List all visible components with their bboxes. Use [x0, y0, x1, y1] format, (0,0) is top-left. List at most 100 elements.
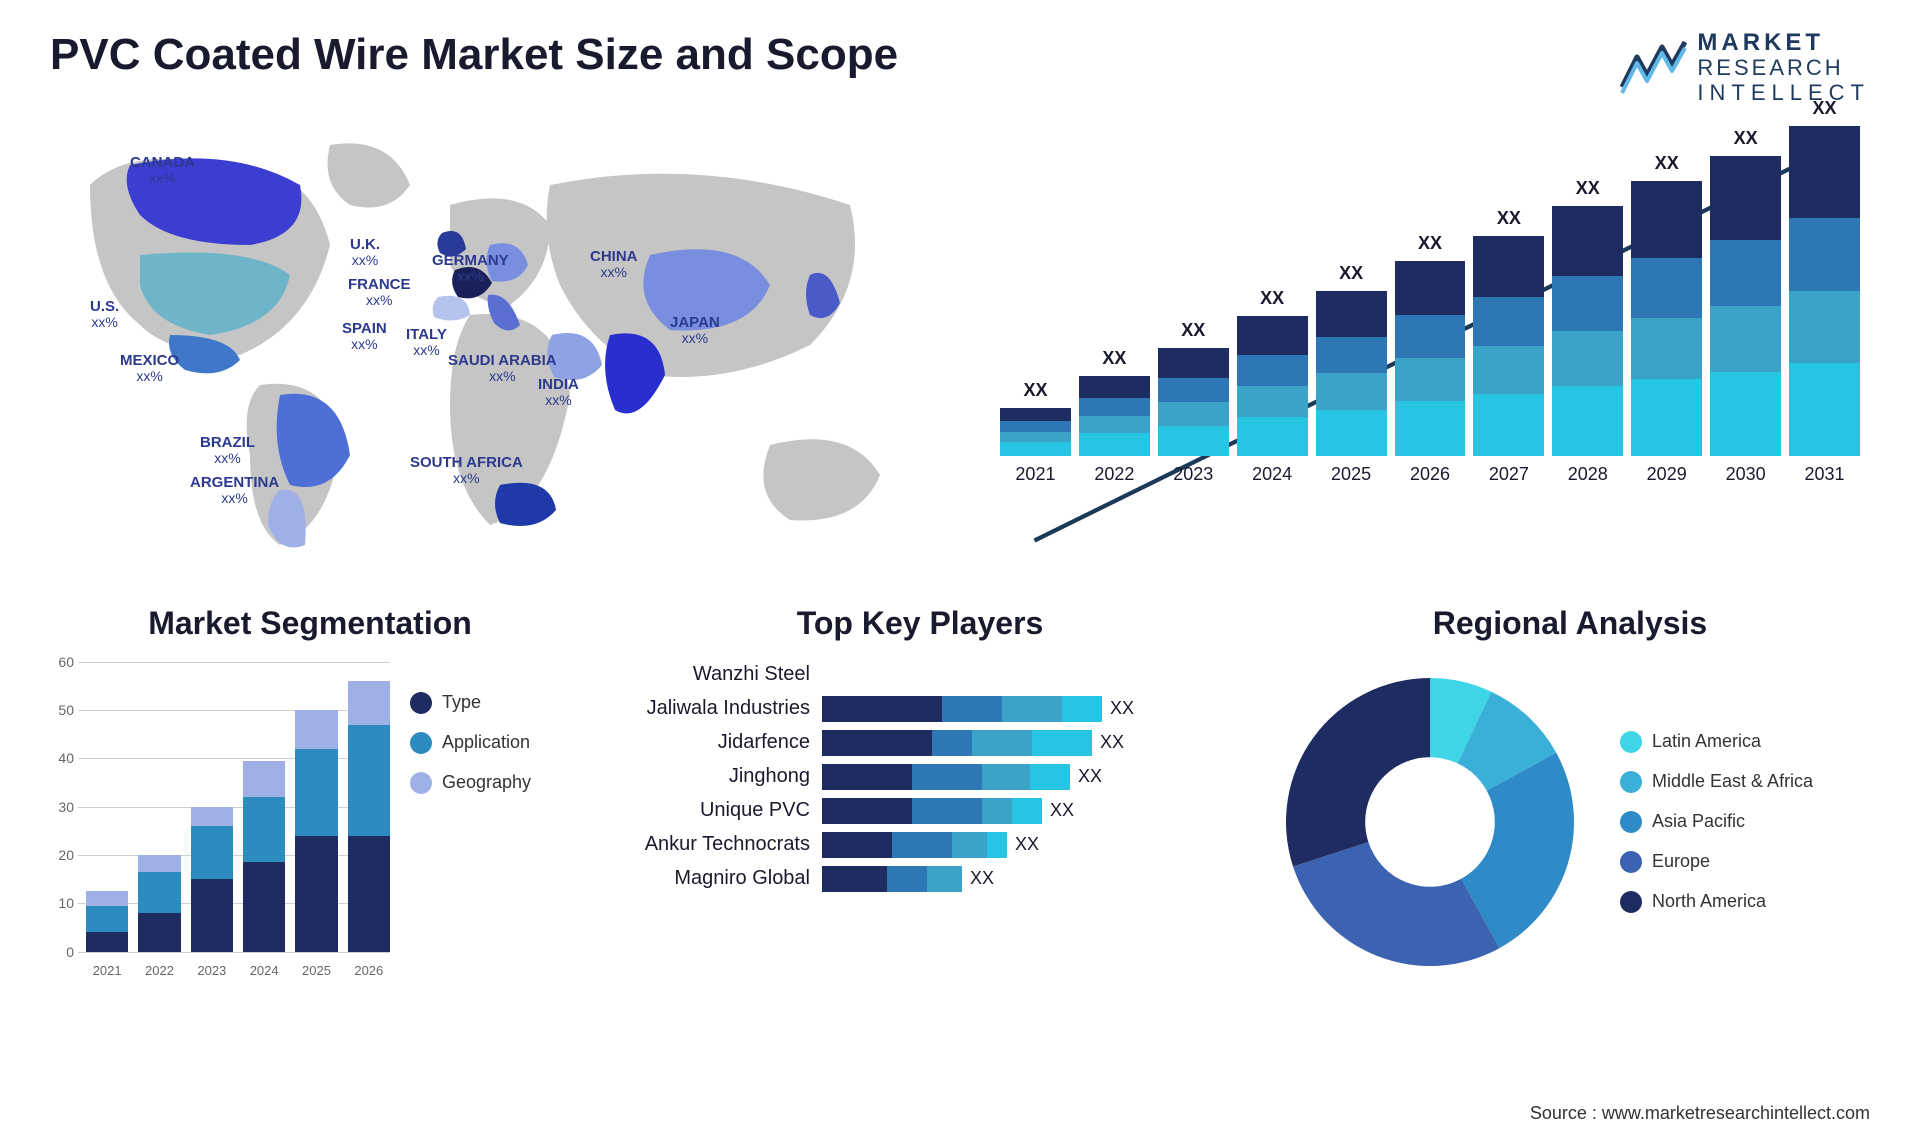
seg-ytick: 30: [50, 799, 74, 815]
regional-legend-item: Middle East & Africa: [1620, 771, 1813, 793]
segmentation-year: 2024: [243, 963, 285, 978]
key-players-title: Top Key Players: [610, 605, 1230, 642]
player-name: Unique PVC: [610, 799, 810, 822]
map-label: GERMANYxx%: [432, 253, 509, 285]
segmentation-chart: 0102030405060202120222023202420252026: [50, 662, 390, 982]
logo-text-1: MARKET: [1697, 30, 1870, 56]
map-label: U.K.xx%: [350, 237, 380, 269]
growth-bar-year: 2021: [1015, 464, 1055, 485]
segmentation-title: Market Segmentation: [50, 605, 570, 642]
player-bar: [822, 696, 1102, 722]
segmentation-legend-item: Type: [410, 692, 531, 714]
player-name: Wanzhi Steel: [610, 663, 810, 686]
seg-ytick: 40: [50, 750, 74, 766]
seg-ytick: 50: [50, 702, 74, 718]
map-label: INDIAxx%: [538, 377, 579, 409]
growth-bar-year: 2030: [1726, 464, 1766, 485]
player-row: JinghongXX: [610, 764, 1230, 790]
segmentation-year: 2026: [348, 963, 390, 978]
growth-bar-column: XX2024: [1237, 316, 1308, 485]
segmentation-bar: [86, 891, 128, 951]
regional-title: Regional Analysis: [1270, 605, 1870, 642]
growth-bar-label: XX: [1497, 208, 1521, 229]
growth-bar-label: XX: [1655, 153, 1679, 174]
segmentation-year: 2023: [191, 963, 233, 978]
logo-text-3: INTELLECT: [1697, 81, 1870, 105]
key-players-list: Wanzhi SteelJaliwala IndustriesXXJidarfe…: [610, 662, 1230, 892]
growth-bar-column: XX2031: [1789, 126, 1860, 485]
growth-bar-column: XX2028: [1552, 206, 1623, 485]
growth-bar-column: XX2021: [1000, 408, 1071, 485]
map-label: JAPANxx%: [670, 315, 720, 347]
growth-bar-column: XX2030: [1710, 156, 1781, 485]
map-label: SOUTH AFRICAxx%: [410, 455, 523, 487]
player-name: Ankur Technocrats: [610, 833, 810, 856]
world-map-icon: [50, 125, 950, 565]
player-bar: [822, 764, 1070, 790]
map-label: SPAINxx%: [342, 321, 387, 353]
growth-bar-label: XX: [1102, 348, 1126, 369]
growth-bar-label: XX: [1576, 178, 1600, 199]
growth-bar-label: XX: [1181, 320, 1205, 341]
player-value: XX: [1100, 732, 1124, 753]
source-text: Source : www.marketresearchintellect.com: [1530, 1103, 1870, 1124]
growth-bar-year: 2027: [1489, 464, 1529, 485]
player-bar: [822, 832, 1007, 858]
growth-bar-label: XX: [1339, 263, 1363, 284]
growth-bar-year: 2025: [1331, 464, 1371, 485]
key-players-panel: Top Key Players Wanzhi Steel Jaliwala Ind…: [610, 605, 1230, 1025]
segmentation-year: 2022: [138, 963, 180, 978]
player-row: Jaliwala IndustriesXX: [610, 696, 1230, 722]
growth-bar-label: XX: [1023, 380, 1047, 401]
player-bar: [822, 730, 1092, 756]
player-value: XX: [1050, 800, 1074, 821]
growth-bar-column: XX2027: [1473, 236, 1544, 485]
segmentation-legend-item: Application: [410, 732, 531, 754]
growth-bar-label: XX: [1260, 288, 1284, 309]
regional-donut: [1270, 662, 1590, 982]
player-value: XX: [1015, 834, 1039, 855]
map-label: BRAZILxx%: [200, 435, 255, 467]
growth-bar-column: XX2029: [1631, 181, 1702, 485]
player-name: Jaliwala Industries: [610, 697, 810, 720]
segmentation-bar: [191, 807, 233, 952]
player-value: XX: [970, 868, 994, 889]
map-label: U.S.xx%: [90, 299, 119, 331]
donut-segment: [1293, 842, 1499, 966]
growth-bar-label: XX: [1418, 233, 1442, 254]
growth-bar-year: 2023: [1173, 464, 1213, 485]
growth-bar-column: XX2026: [1395, 261, 1466, 485]
player-name: Jinghong: [610, 765, 810, 788]
map-label: CHINAxx%: [590, 249, 638, 281]
segmentation-bar: [348, 681, 390, 952]
growth-bar-year: 2031: [1804, 464, 1844, 485]
growth-chart-panel: XX2021XX2022XX2023XX2024XX2025XX2026XX20…: [990, 125, 1870, 565]
player-name: Magniro Global: [610, 867, 810, 890]
segmentation-panel: Market Segmentation 01020304050602021202…: [50, 605, 570, 1025]
map-label: FRANCExx%: [348, 277, 411, 309]
player-row: Unique PVC XX: [610, 798, 1230, 824]
growth-bar-year: 2022: [1094, 464, 1134, 485]
player-bar: [822, 798, 1042, 824]
player-row: Jidarfence XX: [610, 730, 1230, 756]
map-label: CANADAxx%: [130, 155, 195, 187]
seg-ytick: 20: [50, 847, 74, 863]
seg-ytick: 0: [50, 944, 74, 960]
segmentation-bar: [243, 761, 285, 952]
brand-logo: MARKET RESEARCH INTELLECT: [1617, 30, 1870, 105]
segmentation-bar: [295, 710, 337, 952]
segmentation-legend: TypeApplicationGeography: [410, 662, 531, 794]
growth-bar-column: XX2025: [1316, 291, 1387, 485]
segmentation-year: 2021: [86, 963, 128, 978]
growth-bar-year: 2029: [1647, 464, 1687, 485]
regional-panel: Regional Analysis Latin AmericaMiddle Ea…: [1270, 605, 1870, 1025]
player-row: Ankur Technocrats XX: [610, 832, 1230, 858]
player-name: Jidarfence: [610, 731, 810, 754]
regional-legend-item: Europe: [1620, 851, 1813, 873]
player-row: Wanzhi Steel: [610, 662, 1230, 688]
growth-bar-label: XX: [1734, 128, 1758, 149]
donut-segment: [1286, 678, 1430, 866]
growth-bars: XX2021XX2022XX2023XX2024XX2025XX2026XX20…: [990, 135, 1870, 485]
seg-ytick: 10: [50, 895, 74, 911]
player-row: Magniro Global XX: [610, 866, 1230, 892]
